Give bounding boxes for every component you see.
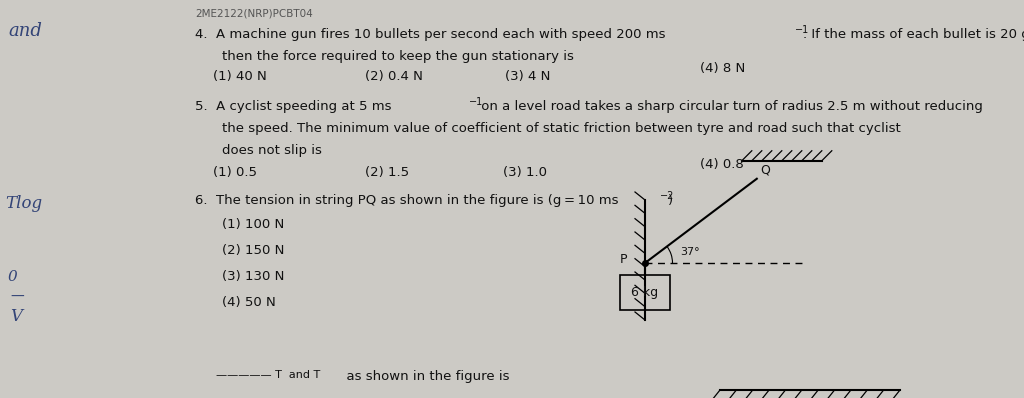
- Text: Q: Q: [760, 164, 770, 177]
- Text: . If the mass of each bullet is 20 g,: . If the mass of each bullet is 20 g,: [803, 28, 1024, 41]
- Text: 4.  A machine gun fires 10 bullets per second each with speed 200 ms: 4. A machine gun fires 10 bullets per se…: [195, 28, 666, 41]
- Text: on a level road takes a sharp circular turn of radius 2.5 m without reducing: on a level road takes a sharp circular t…: [477, 100, 983, 113]
- Text: then the force required to keep the gun stationary is: then the force required to keep the gun …: [222, 50, 573, 63]
- Text: (2) 1.5: (2) 1.5: [365, 166, 410, 179]
- Text: (2) 150 N: (2) 150 N: [222, 244, 285, 257]
- Text: −1: −1: [795, 25, 809, 35]
- Text: ): ): [668, 194, 673, 207]
- Text: 37°: 37°: [680, 247, 699, 257]
- Text: −1: −1: [469, 97, 483, 107]
- Text: —: —: [10, 290, 24, 304]
- Text: (3) 4 N: (3) 4 N: [505, 70, 550, 83]
- Text: 6 kg: 6 kg: [632, 286, 658, 299]
- Text: (1) 40 N: (1) 40 N: [213, 70, 266, 83]
- Text: and: and: [8, 22, 42, 40]
- Text: (1) 0.5: (1) 0.5: [213, 166, 257, 179]
- Text: −2: −2: [660, 191, 675, 201]
- Bar: [620, 275, 670, 310]
- Text: (2) 0.4 N: (2) 0.4 N: [365, 70, 423, 83]
- Text: 5.  A cyclist speeding at 5 ms: 5. A cyclist speeding at 5 ms: [195, 100, 391, 113]
- Text: (1) 100 N: (1) 100 N: [222, 218, 285, 231]
- Text: does not slip is: does not slip is: [222, 144, 322, 157]
- Text: V: V: [10, 308, 22, 325]
- Text: the speed. The minimum value of coefficient of static friction between tyre and : the speed. The minimum value of coeffici…: [222, 122, 901, 135]
- Text: ————— T  and T: ————— T and T: [195, 370, 321, 380]
- Text: (4) 8 N: (4) 8 N: [700, 62, 745, 75]
- Text: Tlog: Tlog: [5, 195, 42, 212]
- Text: (4) 0.8: (4) 0.8: [700, 158, 743, 171]
- Text: 2ME2122(NRP)PCBT04: 2ME2122(NRP)PCBT04: [195, 8, 312, 18]
- Text: 6.  The tension in string PQ as shown in the figure is (g = 10 ms: 6. The tension in string PQ as shown in …: [195, 194, 618, 207]
- Text: P: P: [620, 253, 628, 266]
- Text: (4) 50 N: (4) 50 N: [222, 296, 275, 309]
- Text: (3) 1.0: (3) 1.0: [503, 166, 547, 179]
- Text: 0: 0: [8, 270, 17, 284]
- Text: as shown in the figure is: as shown in the figure is: [338, 370, 510, 383]
- Text: (3) 130 N: (3) 130 N: [222, 270, 285, 283]
